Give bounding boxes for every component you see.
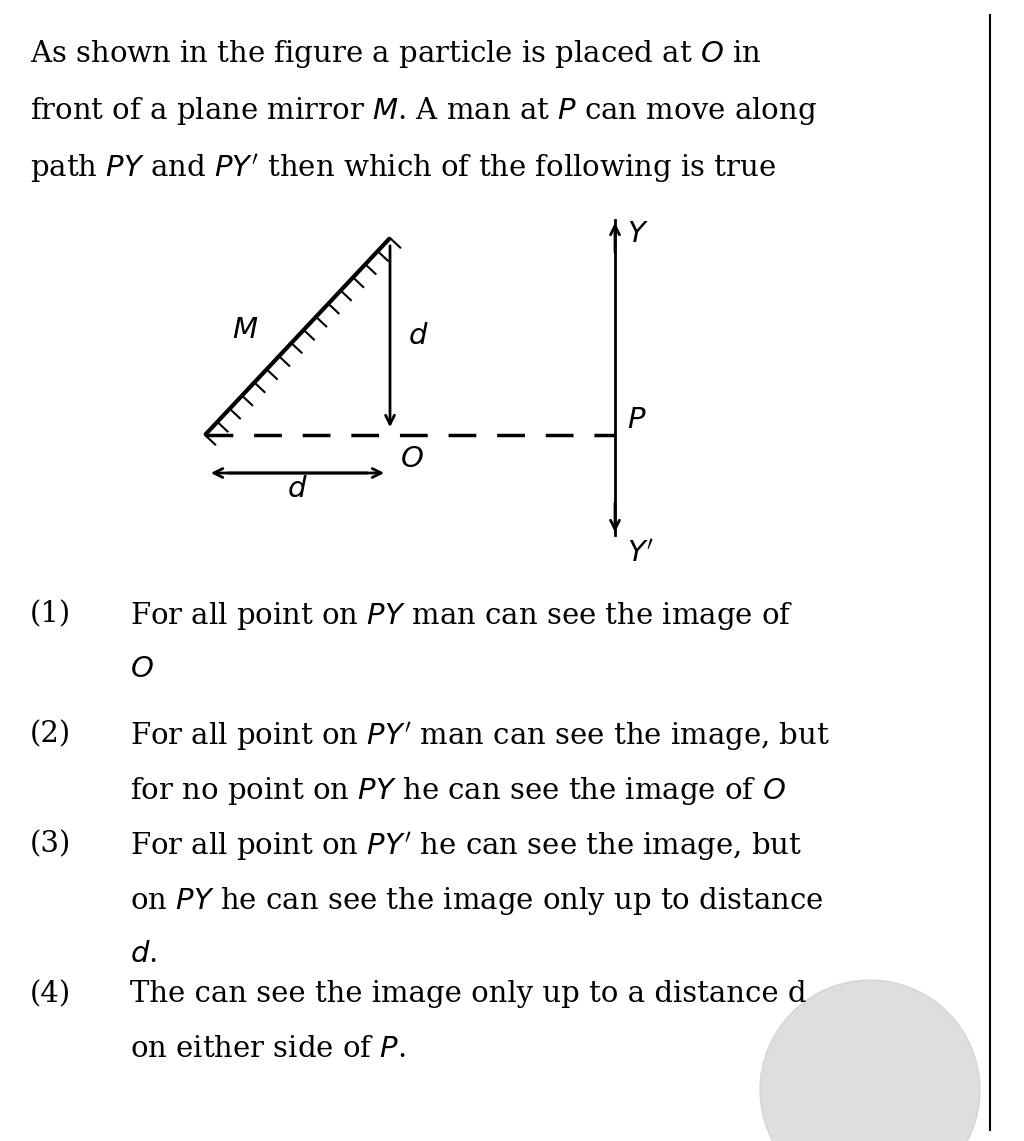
- Circle shape: [760, 980, 980, 1141]
- Text: $d$: $d$: [408, 322, 429, 350]
- Text: For all point on $PY'$ man can see the image, but: For all point on $PY'$ man can see the i…: [130, 720, 829, 753]
- Text: $P$: $P$: [627, 406, 646, 434]
- Text: $d$.: $d$.: [130, 940, 157, 968]
- Text: As shown in the figure a particle is placed at $O$ in: As shown in the figure a particle is pla…: [30, 38, 762, 70]
- Text: front of a plane mirror $M$. A man at $P$ can move along: front of a plane mirror $M$. A man at $P…: [30, 95, 817, 127]
- Text: The can see the image only up to a distance d: The can see the image only up to a dista…: [130, 980, 807, 1008]
- Text: path $PY$ and $PY'$ then which of the following is true: path $PY$ and $PY'$ then which of the fo…: [30, 152, 776, 185]
- Text: $O$: $O$: [130, 655, 154, 683]
- Text: $M$: $M$: [231, 316, 258, 343]
- Text: (2): (2): [30, 720, 71, 748]
- Text: $O$: $O$: [400, 445, 424, 474]
- Text: for no point on $PY$ he can see the image of $O$: for no point on $PY$ he can see the imag…: [130, 775, 785, 807]
- Text: (3): (3): [30, 830, 72, 858]
- Text: $Y'$: $Y'$: [627, 540, 654, 568]
- Text: For all point on $PY'$ he can see the image, but: For all point on $PY'$ he can see the im…: [130, 830, 802, 863]
- Text: (4): (4): [30, 980, 71, 1008]
- Text: $Y$: $Y$: [627, 220, 648, 248]
- Text: For all point on $PY$ man can see the image of: For all point on $PY$ man can see the im…: [130, 600, 794, 632]
- Text: on $PY$ he can see the image only up to distance: on $PY$ he can see the image only up to …: [130, 885, 823, 917]
- Text: (1): (1): [30, 600, 71, 628]
- Text: $d$: $d$: [287, 475, 307, 503]
- Text: on either side of $P$.: on either side of $P$.: [130, 1035, 406, 1063]
